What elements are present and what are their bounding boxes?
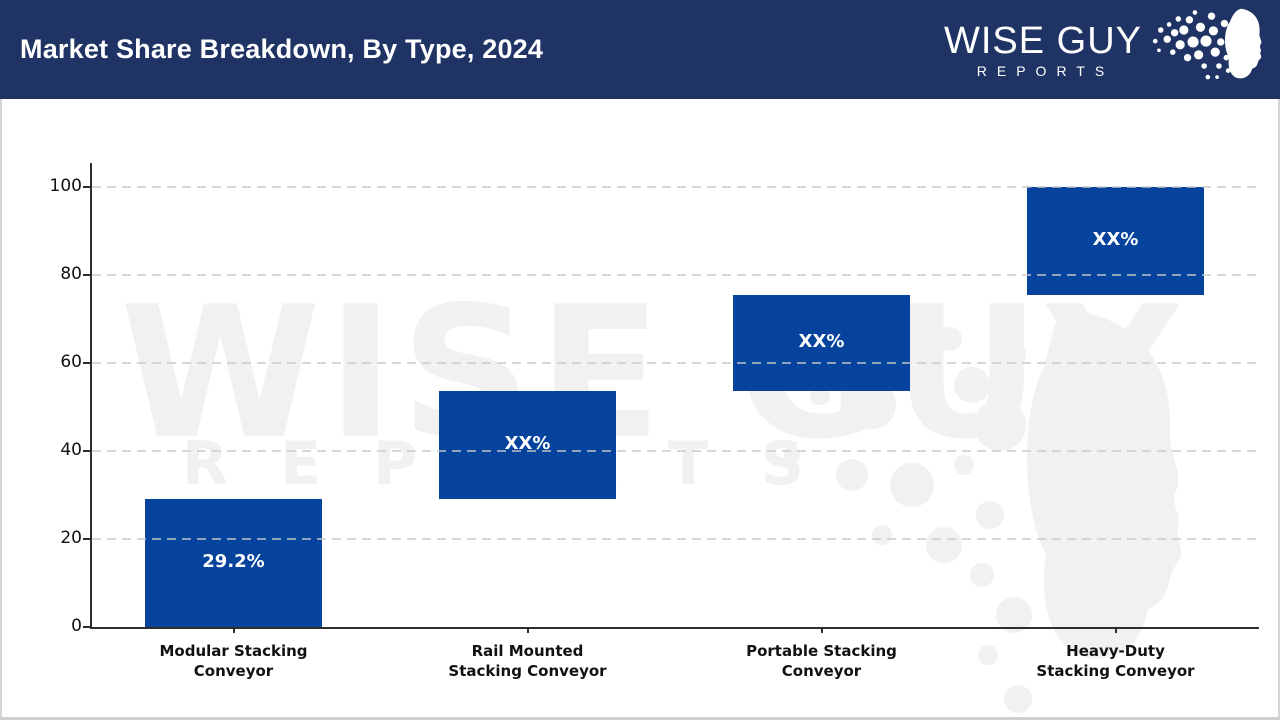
header-bar: Market Share Breakdown, By Type, 2024 WI… xyxy=(0,0,1280,99)
brand-logo: WISE GUY REPORTS xyxy=(944,4,1266,96)
category-label-line: Portable Stacking xyxy=(746,642,897,660)
gridline xyxy=(92,274,1259,276)
y-axis-tick xyxy=(83,450,90,452)
y-axis-tick xyxy=(83,186,90,188)
bar-segment xyxy=(145,498,322,627)
x-axis-category-label: Rail Mounted Stacking Conveyor xyxy=(381,641,675,682)
y-axis-tick xyxy=(83,362,90,364)
y-axis-tick-label: 0 xyxy=(71,616,82,636)
x-axis-category-label: Modular Stacking Conveyor xyxy=(87,641,381,682)
bar-value-label: XX% xyxy=(798,331,845,353)
bar-value-label: XX% xyxy=(1092,229,1139,251)
gridline xyxy=(92,362,1259,364)
plot-area: 0 20 40 60 80 100 29.2% Modular Stacking Conveyo… xyxy=(50,163,1259,680)
brand-subtitle: REPORTS xyxy=(976,62,1115,79)
category-label-line: Modular Stacking xyxy=(159,642,308,660)
x-axis-category-label: Portable Stacking Conveyor xyxy=(675,641,969,682)
y-axis-tick xyxy=(83,626,90,628)
y-axis-tick-label: 40 xyxy=(60,440,82,460)
category-label-line: Conveyor xyxy=(781,662,862,681)
bar-segment xyxy=(733,295,910,392)
y-axis-tick xyxy=(83,274,90,276)
bar-segment xyxy=(1027,187,1204,296)
bar-value-label: XX% xyxy=(504,432,551,454)
category-label-line: Heavy-Duty xyxy=(1066,642,1165,660)
y-axis-tick-label: 20 xyxy=(60,528,82,548)
x-axis-tick xyxy=(232,627,235,633)
x-axis-tick xyxy=(1114,627,1117,633)
category-label-line: Conveyor xyxy=(193,662,274,681)
category-label-line: Rail Mounted xyxy=(471,642,584,660)
brand-face-icon xyxy=(1146,4,1266,96)
chart-canvas: WISE GUY REPORTS 02040608010029.2%Modula… xyxy=(0,99,1280,720)
brand-name: WISE GUY xyxy=(943,19,1142,62)
category-label-line: Stacking Conveyor xyxy=(448,662,607,681)
y-axis-tick-label: 80 xyxy=(60,264,82,284)
gridline xyxy=(92,450,1259,452)
gridline xyxy=(92,186,1259,188)
brand-text: WISE GUY REPORTS xyxy=(944,22,1142,78)
chart-title: Market Share Breakdown, By Type, 2024 xyxy=(20,34,544,64)
gridline xyxy=(92,538,1259,540)
bar-segment xyxy=(439,391,616,499)
bar-value-label: 29.2% xyxy=(202,550,265,572)
category-label-line: Stacking Conveyor xyxy=(1036,662,1195,681)
y-axis-tick-label: 60 xyxy=(60,352,82,372)
y-axis-tick-label: 100 xyxy=(49,176,82,196)
x-axis-tick xyxy=(820,627,823,633)
y-axis-tick xyxy=(83,538,90,540)
x-axis-category-label: Heavy-Duty Stacking Conveyor xyxy=(969,641,1263,682)
x-axis-tick xyxy=(526,627,529,633)
